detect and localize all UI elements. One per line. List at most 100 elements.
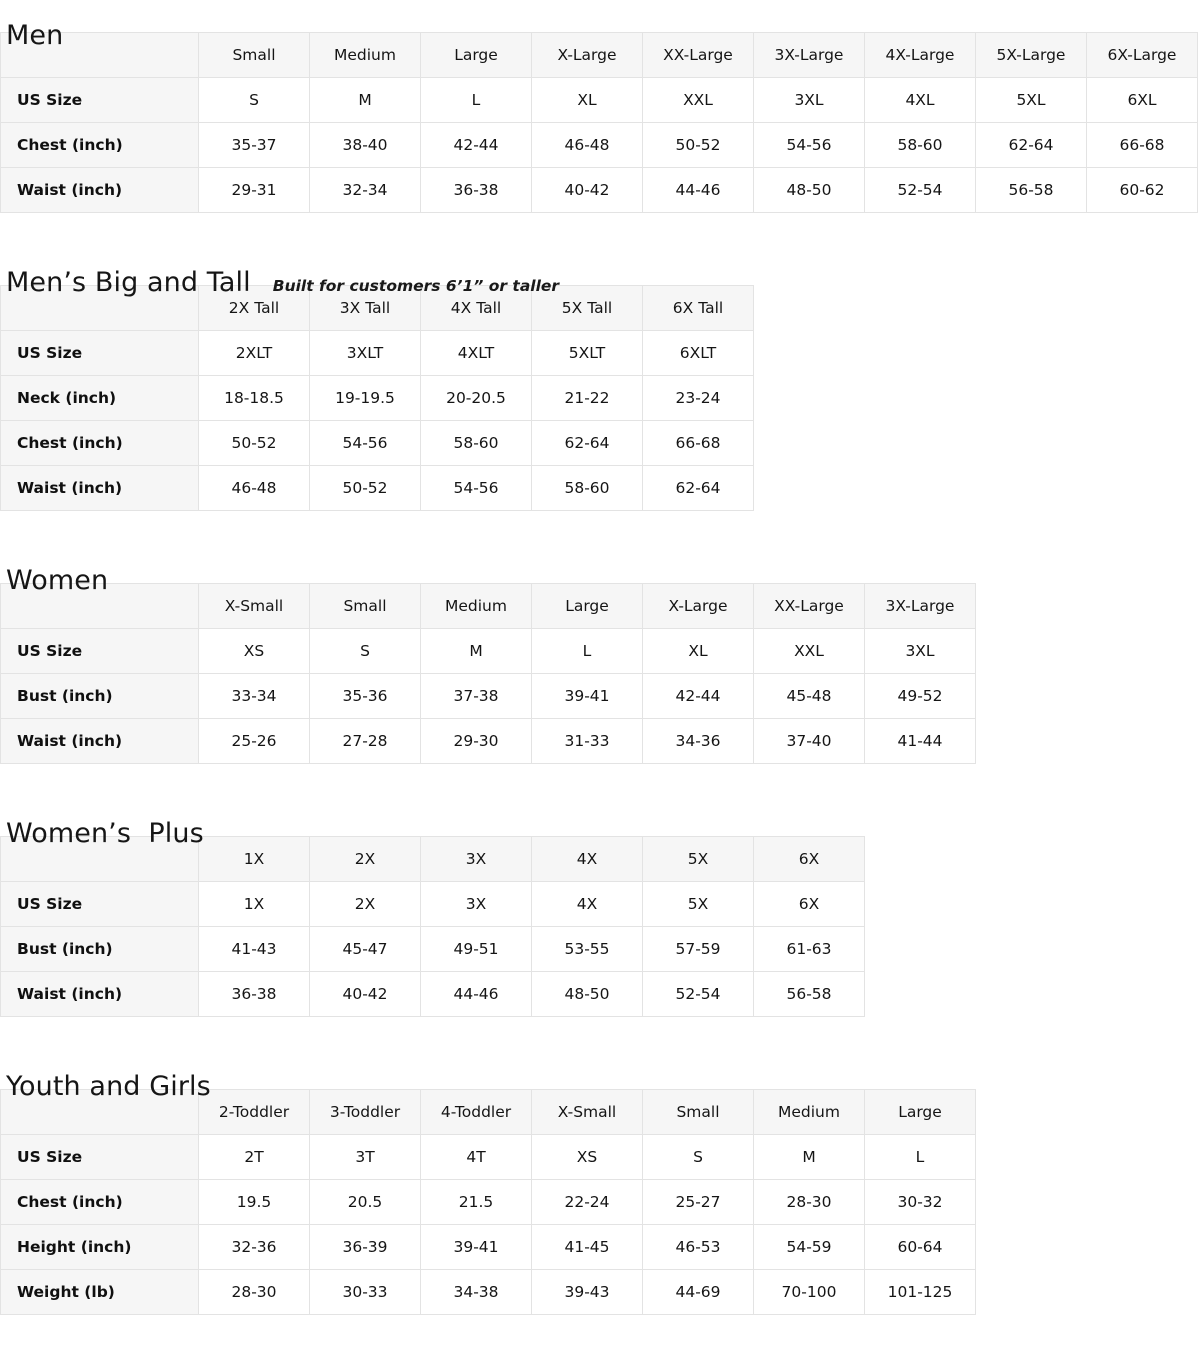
column-header: 3X-Large (753, 32, 865, 78)
column-header: X-Large (531, 32, 643, 78)
column-header: X-Small (531, 1089, 643, 1135)
section-bigtall: Men’s Big and Tall Built for customers 6’… (0, 213, 1200, 511)
table-row: Chest (inch) 50-52 54-56 58-60 62-64 66-68 (0, 420, 754, 466)
table-cell: 3XL (753, 77, 865, 123)
table-cell: L (420, 77, 532, 123)
table-corner-cell (0, 32, 199, 78)
table-cell: 57-59 (642, 926, 754, 972)
column-header: Medium (420, 583, 532, 629)
table-cell: 54-56 (309, 420, 421, 466)
table-cell: XS (198, 628, 310, 674)
column-header: X-Small (198, 583, 310, 629)
section-header-bigtall: Men’s Big and Tall Built for customers 6’… (0, 247, 1200, 296)
table-cell: 6XL (1086, 77, 1198, 123)
table-cell: 37-40 (753, 718, 865, 764)
table-cell: 101-125 (864, 1269, 976, 1315)
table-cell: 3X (420, 881, 532, 927)
table-row: Height (inch) 32-36 36-39 39-41 41-45 46-53 54… (0, 1224, 976, 1270)
row-label: Neck (inch) (0, 375, 199, 421)
table-cell: XL (531, 77, 643, 123)
column-header: X-Large (642, 583, 754, 629)
table-cell: 25-27 (642, 1179, 754, 1225)
column-header: XX-Large (753, 583, 865, 629)
column-header: 4X-Large (864, 32, 976, 78)
table-cell: 37-38 (420, 673, 532, 719)
column-header: 3X Tall (309, 285, 421, 331)
table-corner-cell (0, 1089, 199, 1135)
table-cell: 35-36 (309, 673, 421, 719)
table-cell: 54-59 (753, 1224, 865, 1270)
table-cell: M (420, 628, 532, 674)
table-cell: 38-40 (309, 122, 421, 168)
table-row: Waist (inch) 36-38 40-42 44-46 48-50 52-54 56-… (0, 971, 865, 1017)
table-row: Waist (inch) 25-26 27-28 29-30 31-33 34-36 37-… (0, 718, 976, 764)
table-cell: 56-58 (975, 167, 1087, 213)
table-cell: 70-100 (753, 1269, 865, 1315)
table-cell: 58-60 (420, 420, 532, 466)
table-cell: 58-60 (864, 122, 976, 168)
section-header-womensplus: Women’s Plus (0, 798, 1200, 847)
row-label: Waist (inch) (0, 971, 199, 1017)
row-label: Height (inch) (0, 1224, 199, 1270)
column-header: 5X Tall (531, 285, 643, 331)
section-header-youth: Youth and Girls (0, 1051, 1200, 1100)
table-cell: 2T (198, 1134, 310, 1180)
column-header: Medium (753, 1089, 865, 1135)
table-row: Weight (lb) 28-30 30-33 34-38 39-43 44-69 70-1… (0, 1269, 976, 1315)
table-cell: 4X (531, 881, 643, 927)
table-row: Waist (inch) 46-48 50-52 54-56 58-60 62-64 (0, 465, 754, 511)
table-cell: 39-41 (531, 673, 643, 719)
table-cell: 41-44 (864, 718, 976, 764)
table-cell: 52-54 (642, 971, 754, 1017)
size-table-youth: 2-Toddler 3-Toddler 4-Toddler X-Small Small M… (0, 1089, 976, 1315)
table-header-row: Small Medium Large X-Large XX-Large 3X-Large 4… (0, 32, 1198, 78)
sections-container: Men Small Medium Large X-Large XX-Large 3X-Lar… (0, 0, 1200, 1315)
table-cell: 32-36 (198, 1224, 310, 1270)
table-cell: 29-30 (420, 718, 532, 764)
table-cell: 46-48 (198, 465, 310, 511)
table-row: US Size 2T 3T 4T XS S M L (0, 1134, 976, 1180)
table-cell: 62-64 (531, 420, 643, 466)
section-title-youth: Youth and Girls (6, 1071, 211, 1103)
table-cell: 49-52 (864, 673, 976, 719)
column-header: Small (309, 583, 421, 629)
table-cell: S (198, 77, 310, 123)
row-label: Bust (inch) (0, 673, 199, 719)
table-cell: 62-64 (975, 122, 1087, 168)
table-cell: 54-56 (753, 122, 865, 168)
table-cell: XS (531, 1134, 643, 1180)
table-row: US Size S M L XL XXL 3XL 4XL 5XL 6XL (0, 77, 1198, 123)
table-cell: 35-37 (198, 122, 310, 168)
table-cell: 5XLT (531, 330, 643, 376)
table-cell: L (531, 628, 643, 674)
row-label: US Size (0, 1134, 199, 1180)
table-cell: S (309, 628, 421, 674)
column-header: 6X Tall (642, 285, 754, 331)
table-cell: 28-30 (753, 1179, 865, 1225)
table-cell: 40-42 (309, 971, 421, 1017)
table-cell: 34-36 (642, 718, 754, 764)
table-cell: M (753, 1134, 865, 1180)
row-label: Waist (inch) (0, 465, 199, 511)
table-cell: 62-64 (642, 465, 754, 511)
table-row: Bust (inch) 33-34 35-36 37-38 39-41 42-44 45-4… (0, 673, 976, 719)
table-cell: 22-24 (531, 1179, 643, 1225)
table-cell: 28-30 (198, 1269, 310, 1315)
table-cell: 21-22 (531, 375, 643, 421)
table-cell: 4XLT (420, 330, 532, 376)
table-cell: 41-45 (531, 1224, 643, 1270)
table-cell: 21.5 (420, 1179, 532, 1225)
table-cell: 25-26 (198, 718, 310, 764)
column-header: 2X Tall (198, 285, 310, 331)
section-title-bigtall: Men’s Big and Tall (6, 267, 251, 299)
column-header: Medium (309, 32, 421, 78)
table-cell: 58-60 (531, 465, 643, 511)
table-cell: 50-52 (309, 465, 421, 511)
section-title-men: Men (6, 20, 64, 52)
table-cell: S (642, 1134, 754, 1180)
table-cell: 5X (642, 881, 754, 927)
section-header-men: Men (0, 0, 1200, 49)
section-womensplus: Women’s Plus 1X 2X 3X 4X 5X 6X US Size 1X 2X 3X 4X 5… (0, 764, 1200, 1017)
table-cell: 1X (198, 881, 310, 927)
table-cell: 30-33 (309, 1269, 421, 1315)
